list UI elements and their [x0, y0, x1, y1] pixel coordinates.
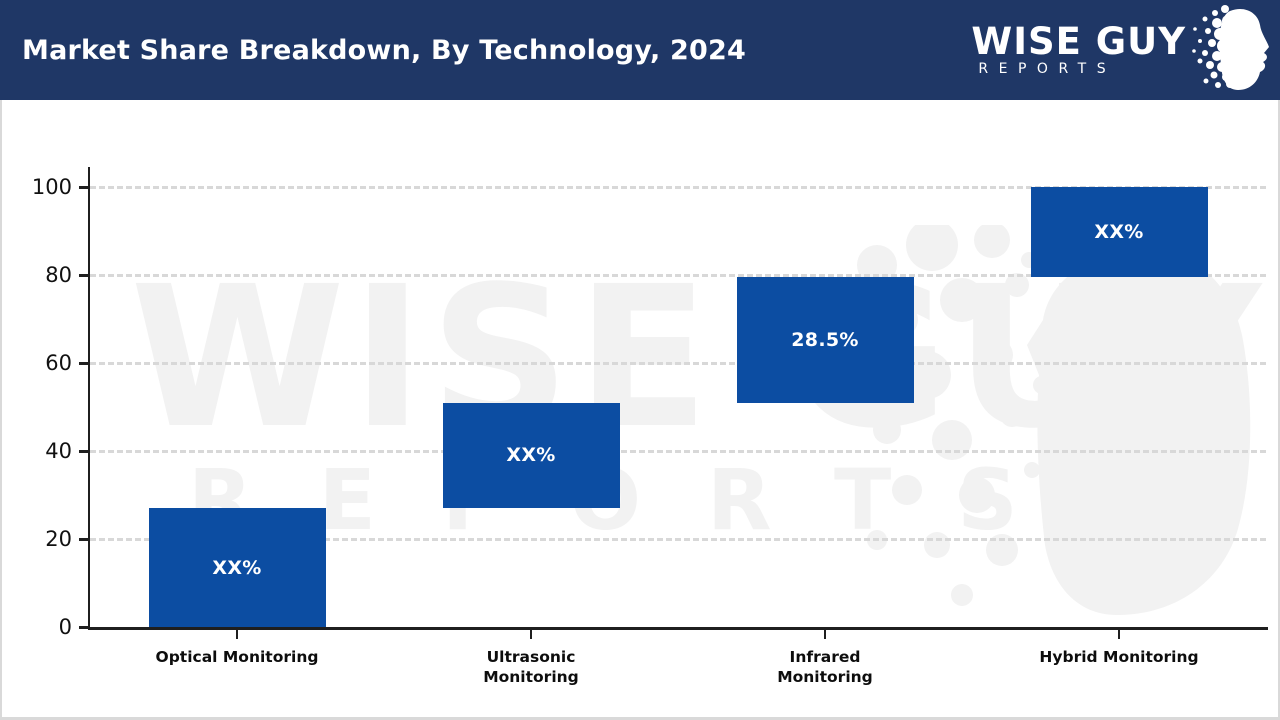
x-tick-label: Ultrasonic Monitoring — [384, 647, 678, 687]
y-tick-label: 20 — [45, 527, 72, 551]
bar: XX% — [1030, 187, 1208, 278]
x-tick-mark — [1118, 630, 1120, 639]
y-tick-label: 0 — [58, 615, 72, 639]
y-tick-mark — [79, 450, 90, 453]
gridline — [90, 450, 1266, 453]
x-tick-label-line: Hybrid Monitoring — [1039, 648, 1199, 666]
wiseguy-head-icon — [1192, 5, 1269, 90]
watermark-head-icon — [857, 225, 1251, 615]
x-tick-mark — [236, 630, 238, 639]
y-tick-mark — [79, 362, 90, 365]
y-tick-mark — [79, 538, 90, 541]
bar-label: XX% — [212, 556, 262, 579]
x-tick-label-line: Infrared — [789, 648, 861, 666]
bar-label: XX% — [506, 444, 556, 467]
x-tick-mark — [824, 630, 826, 639]
x-tick-label: Optical Monitoring — [90, 647, 384, 667]
bar: XX% — [442, 402, 620, 509]
bar: 28.5% — [736, 277, 914, 403]
brand-text: WISE GUY REPORTS — [971, 20, 1186, 77]
y-tick-mark — [79, 274, 90, 277]
gridline — [90, 186, 1266, 189]
x-axis — [88, 627, 1268, 630]
header: Market Share Breakdown, By Technology, 2… — [0, 0, 1280, 100]
x-tick-mark — [530, 630, 532, 639]
x-tick-label: Hybrid Monitoring — [972, 647, 1266, 667]
gridline — [90, 362, 1266, 365]
brand-subtitle: REPORTS — [978, 60, 1117, 77]
y-tick-label: 60 — [45, 351, 72, 375]
y-axis — [88, 167, 90, 630]
y-tick-label: 100 — [31, 175, 72, 199]
bar-label: 28.5% — [791, 328, 859, 351]
chart-panel: WISE GUY REPORTS 0 20 40 60 80 100 XX% Optical … — [0, 100, 1280, 720]
y-tick-mark — [79, 186, 90, 189]
gridline — [90, 274, 1266, 277]
x-tick-label: Infrared Monitoring — [678, 647, 972, 687]
y-tick-label: 80 — [45, 263, 72, 287]
bar-label: XX% — [1094, 221, 1144, 244]
bar: XX% — [148, 508, 326, 627]
x-tick-label-line: Monitoring — [777, 668, 873, 686]
y-tick-label: 40 — [45, 439, 72, 463]
y-tick-mark — [79, 626, 90, 629]
brand-logo: WISE GUY REPORTS — [971, 4, 1270, 96]
x-tick-label-line: Optical Monitoring — [155, 648, 319, 666]
brand-name: WISE GUY — [971, 20, 1186, 64]
x-tick-label-line: Monitoring — [483, 668, 579, 686]
x-tick-label-line: Ultrasonic — [486, 648, 576, 666]
page-title: Market Share Breakdown, By Technology, 2… — [22, 34, 747, 66]
gridline — [90, 538, 1266, 541]
plot-area: 0 20 40 60 80 100 XX% Optical Monitoring XX% Ultr… — [32, 167, 1268, 686]
